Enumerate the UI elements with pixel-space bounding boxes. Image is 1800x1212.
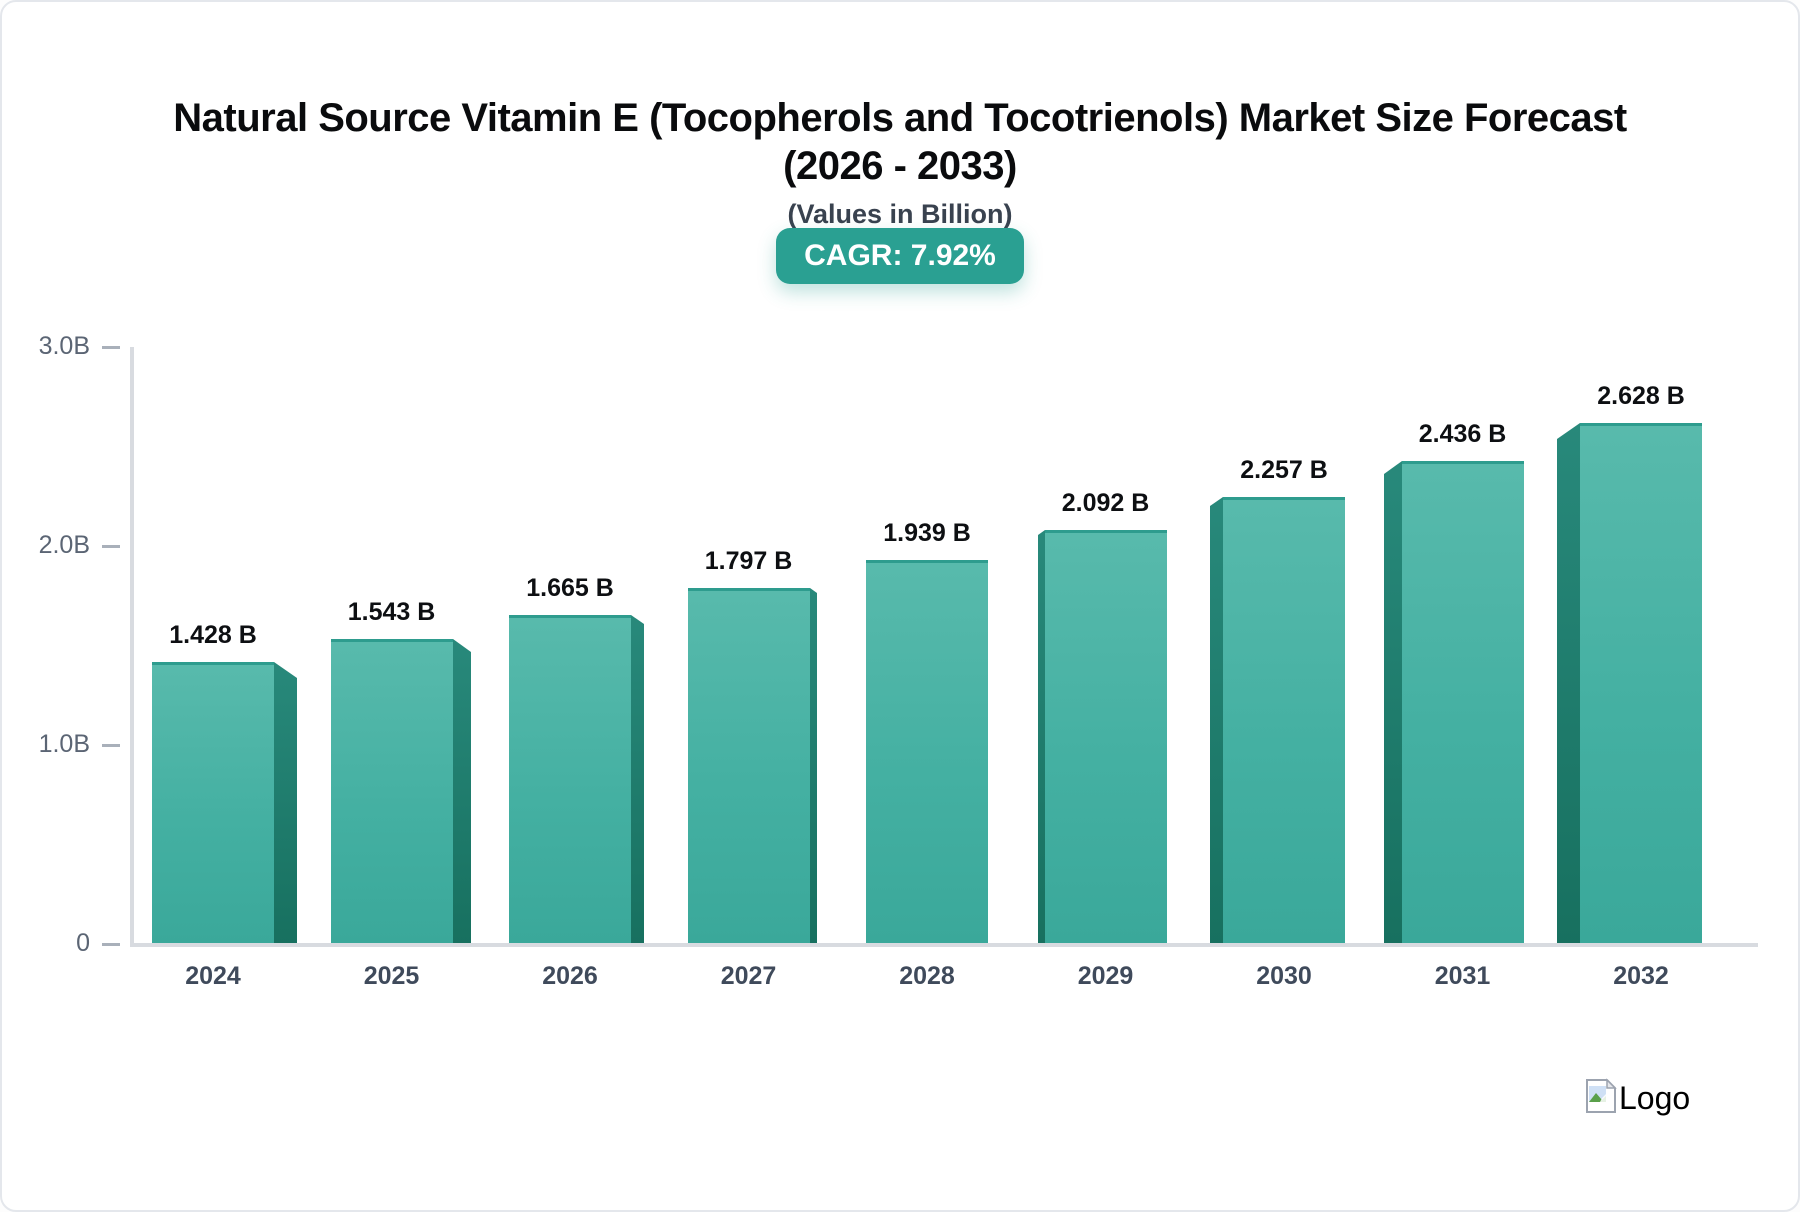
x-axis-label: 2031 [1434, 962, 1491, 990]
value-label: 1.543 B [347, 598, 436, 626]
y-axis-tick [102, 744, 120, 747]
y-axis-tick [102, 943, 120, 946]
bar-2030 [1223, 497, 1345, 946]
bar-2031 [1402, 461, 1524, 946]
bar-side-face [1210, 497, 1223, 946]
value-label: 1.797 B [704, 547, 793, 575]
broken-image-icon [1585, 1078, 1617, 1119]
x-axis-label: 2027 [720, 962, 777, 990]
x-axis-label: 2024 [185, 962, 241, 990]
chart-title-line2: (2026 - 2033) [783, 144, 1017, 188]
bar-2032 [1580, 423, 1702, 946]
y-axis-label: 2.0B [38, 531, 90, 559]
logo-alt-text: Logo [1619, 1080, 1691, 1116]
x-axis-label: 2026 [542, 962, 598, 990]
y-axis-tick [102, 545, 120, 548]
cagr-badge: CAGR: 7.92% [776, 228, 1024, 284]
bar-side-face [1384, 461, 1402, 946]
y-axis-line [130, 347, 134, 947]
bar-side-face [1038, 530, 1045, 946]
chart-subtitle: (Values in Billion) [787, 199, 1013, 229]
value-label: 1.665 B [526, 574, 614, 602]
bar-side-face [274, 662, 297, 946]
bar-2028 [866, 560, 988, 946]
value-label: 1.939 B [883, 519, 971, 547]
bar-2024 [152, 662, 274, 946]
logo-placeholder: Logo [1585, 1078, 1690, 1119]
bar-2027 [688, 588, 810, 946]
value-label: 2.257 B [1240, 456, 1328, 484]
value-label: 1.428 B [169, 621, 257, 649]
bar-side-face [810, 588, 817, 946]
value-label: 2.628 B [1597, 382, 1685, 410]
x-axis-label: 2032 [1613, 962, 1669, 990]
x-axis-label: 2025 [363, 962, 420, 990]
bar-side-face [631, 615, 644, 946]
value-label: 2.436 B [1418, 420, 1507, 448]
bar-2025 [331, 639, 453, 946]
bar-2029 [1045, 530, 1167, 946]
x-axis-line [130, 943, 1758, 947]
chart-title-line1: Natural Source Vitamin E (Tocopherols an… [173, 96, 1627, 140]
cagr-badge-wrap: CAGR: 7.92% [2, 228, 1798, 284]
y-axis-label: 3.0B [38, 332, 90, 360]
y-axis-tick [102, 346, 120, 349]
value-label: 2.092 B [1061, 489, 1150, 517]
y-axis-label: 1.0B [38, 730, 90, 758]
y-axis-label: 0 [76, 929, 90, 957]
bar-2026 [509, 615, 631, 946]
bar-side-face [1557, 423, 1580, 946]
x-axis-label: 2028 [899, 962, 955, 990]
x-axis-label: 2030 [1256, 962, 1312, 990]
bar-side-face [453, 639, 471, 946]
x-axis-label: 2029 [1077, 962, 1134, 990]
